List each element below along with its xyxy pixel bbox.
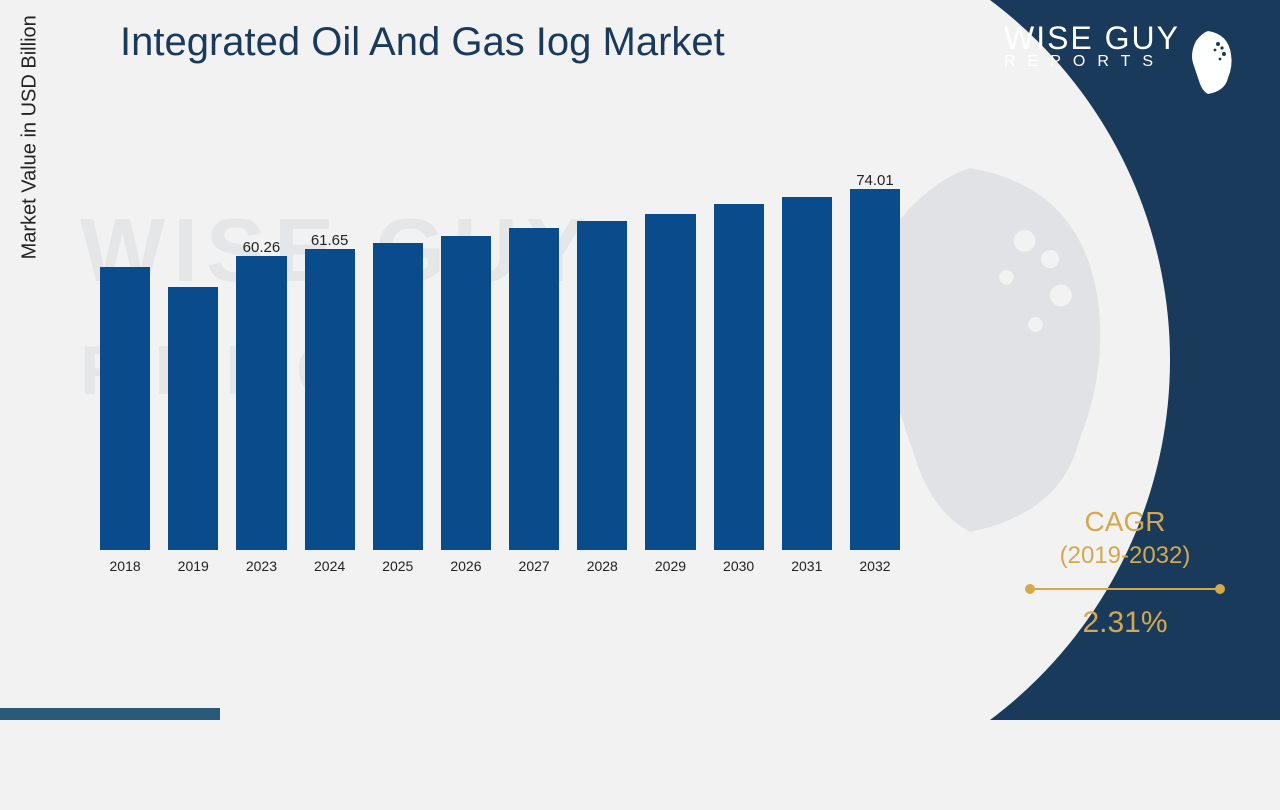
bar	[373, 243, 423, 550]
bar-wrap: 2030	[714, 204, 764, 550]
bar	[168, 287, 218, 550]
bar-wrap: 2018	[100, 267, 150, 550]
bars-container: 2018 2019 60.262023 61.652024 2025 2026 2027 20…	[100, 160, 900, 550]
x-tick-label: 2027	[519, 558, 550, 574]
bar-value-label: 60.26	[243, 239, 281, 256]
bar	[577, 221, 627, 550]
logo-head-icon	[1178, 28, 1238, 98]
x-tick-label: 2030	[723, 558, 754, 574]
bar-wrap: 2019	[168, 287, 218, 550]
bar	[441, 236, 491, 550]
bar	[850, 189, 900, 550]
x-tick-label: 2031	[791, 558, 822, 574]
bar-wrap: 61.652024	[305, 249, 355, 550]
x-tick-label: 2025	[382, 558, 413, 574]
cagr-years: (2019-2032)	[1030, 542, 1220, 570]
bar	[714, 204, 764, 550]
chart-title: Integrated Oil And Gas Iog Market	[120, 20, 725, 65]
cagr-panel: CAGR (2019-2032) 2.31%	[1030, 506, 1220, 640]
x-tick-label: 2026	[450, 558, 481, 574]
cagr-divider	[1030, 588, 1220, 590]
bar	[100, 267, 150, 550]
bar	[305, 249, 355, 550]
bar-wrap: 2027	[509, 228, 559, 550]
bar-value-label: 74.01	[856, 172, 894, 189]
x-tick-label: 2032	[859, 558, 890, 574]
bar-wrap: 74.012032	[850, 189, 900, 550]
bar-wrap: 2029	[645, 214, 695, 550]
logo: WISE GUY REPORTS	[1004, 20, 1250, 71]
bar-value-label: 61.65	[311, 232, 349, 249]
cagr-value: 2.31%	[1030, 606, 1220, 640]
bar-wrap: 2025	[373, 243, 423, 550]
bar-wrap: 2031	[782, 197, 832, 550]
y-axis-label: Market Value in USD Billion	[19, 15, 42, 259]
bar-wrap: 2026	[441, 236, 491, 550]
bar	[509, 228, 559, 550]
x-tick-label: 2018	[110, 558, 141, 574]
bar-wrap: 2028	[577, 221, 627, 550]
bar-wrap: 60.262023	[236, 256, 286, 550]
bar	[236, 256, 286, 550]
x-tick-label: 2029	[655, 558, 686, 574]
bottom-accent-bar	[0, 708, 220, 720]
bar-chart: Market Value in USD Billion 2018201960.2…	[80, 160, 900, 580]
x-tick-label: 2024	[314, 558, 345, 574]
cagr-title: CAGR	[1030, 506, 1220, 538]
bar	[782, 197, 832, 550]
bar	[645, 214, 695, 550]
logo-sub-text: REPORTS	[1004, 53, 1180, 71]
x-tick-label: 2028	[587, 558, 618, 574]
x-tick-label: 2023	[246, 558, 277, 574]
logo-main-text: WISE GUY	[1004, 20, 1180, 57]
x-tick-label: 2019	[178, 558, 209, 574]
